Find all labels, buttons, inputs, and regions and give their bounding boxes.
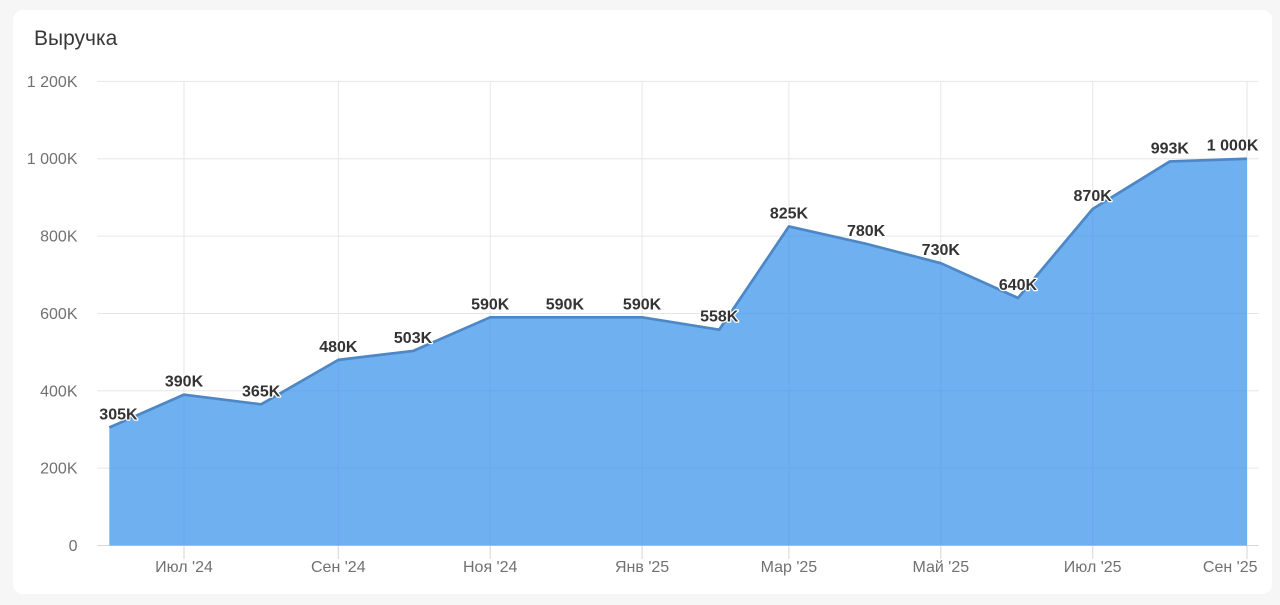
svg-text:870K: 870K xyxy=(1074,188,1113,205)
svg-text:Июл '25: Июл '25 xyxy=(1064,559,1122,576)
svg-text:590K: 590K xyxy=(546,296,585,313)
svg-text:1 200K: 1 200K xyxy=(27,74,78,91)
svg-text:503K: 503K xyxy=(394,330,433,347)
svg-text:993K: 993K xyxy=(1151,141,1190,158)
svg-text:Янв '25: Янв '25 xyxy=(615,559,669,576)
svg-text:600K: 600K xyxy=(40,306,78,323)
svg-text:200K: 200K xyxy=(40,461,78,478)
svg-text:Май '25: Май '25 xyxy=(912,559,969,576)
svg-text:Мар '25: Мар '25 xyxy=(761,559,818,576)
svg-text:365K: 365K xyxy=(242,383,281,400)
svg-text:Сен '25: Сен '25 xyxy=(1203,559,1258,576)
svg-text:1 000K: 1 000K xyxy=(27,151,78,168)
svg-text:305K: 305K xyxy=(99,407,138,424)
svg-text:640K: 640K xyxy=(999,277,1038,294)
svg-text:730K: 730K xyxy=(922,242,961,259)
svg-text:1 000K: 1 000K xyxy=(1207,138,1259,155)
svg-text:Июл '24: Июл '24 xyxy=(155,559,213,576)
svg-text:480K: 480K xyxy=(319,339,358,356)
svg-text:825K: 825K xyxy=(770,205,809,222)
svg-text:400K: 400K xyxy=(40,383,78,400)
svg-text:780K: 780K xyxy=(847,223,886,240)
svg-text:390K: 390K xyxy=(165,374,204,391)
svg-text:590K: 590K xyxy=(471,296,510,313)
svg-text:800K: 800K xyxy=(40,229,78,246)
svg-text:Ноя '24: Ноя '24 xyxy=(463,559,518,576)
svg-text:558K: 558K xyxy=(700,309,739,326)
svg-text:590K: 590K xyxy=(623,296,662,313)
svg-text:Сен '24: Сен '24 xyxy=(311,559,366,576)
svg-text:0: 0 xyxy=(69,538,78,555)
